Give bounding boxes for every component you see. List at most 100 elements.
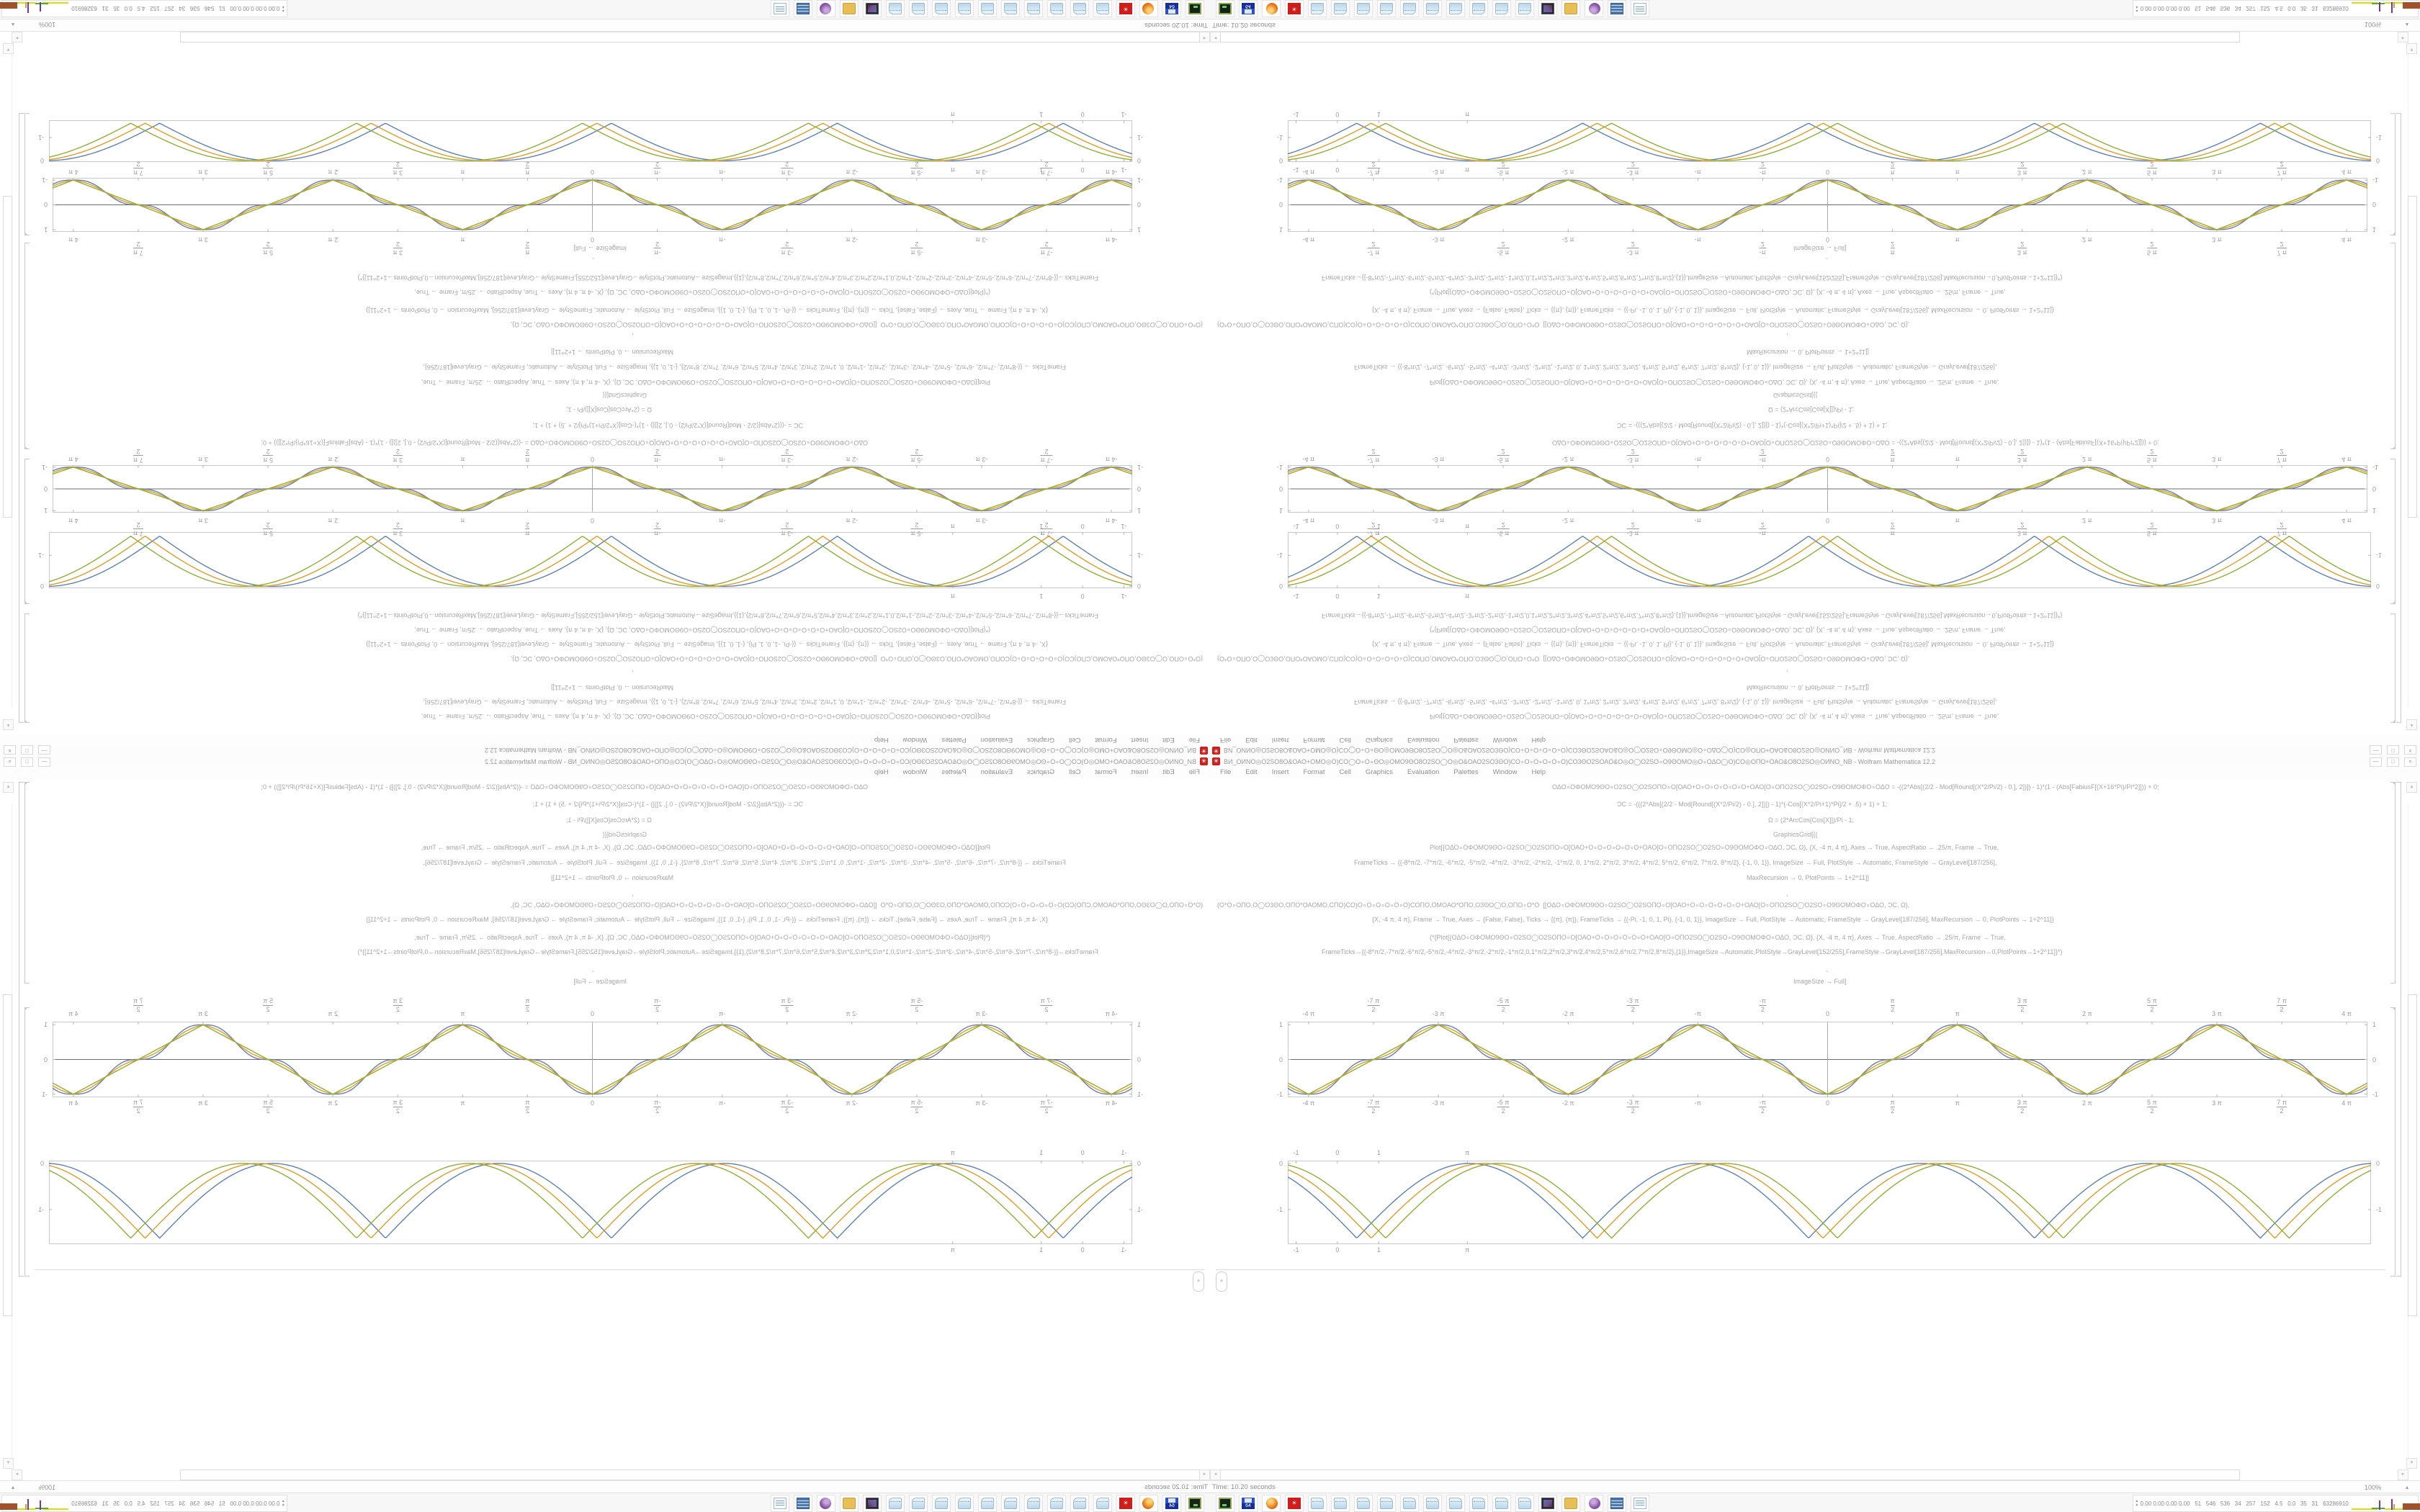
tray-up-arrows-icon[interactable]: ▲ ▲ [281,1499,285,1507]
menu-item-window[interactable]: Window [1492,768,1518,776]
cell-bracket[interactable] [2396,782,2401,1277]
notebook-window-icon[interactable] [1423,0,1442,17]
notebook-window-icon[interactable] [1047,1495,1066,1512]
notebook-window-icon[interactable] [1400,1495,1419,1512]
menu-item-palettes[interactable]: Palettes [941,768,967,776]
notebook-window-icon[interactable] [1492,0,1511,17]
mathematica-icon[interactable]: ☀ [1116,1495,1135,1512]
archive-icon[interactable] [794,0,812,17]
notebook-window-icon[interactable] [1024,1495,1043,1512]
gimp-icon[interactable] [1585,0,1603,17]
notebook-window-icon[interactable] [1001,0,1020,17]
cell-bracket[interactable] [24,113,30,235]
scroll-up-button[interactable]: ▴ [3,782,14,793]
menu-item-evaluation[interactable]: Evaluation [1407,736,1440,744]
scroll-right-button[interactable]: ▸ [12,32,22,42]
notebook-window-icon[interactable] [955,1495,974,1512]
horizontal-scrollbar-track[interactable] [1220,32,2240,42]
cell-bracket[interactable] [2390,243,2396,449]
notebook-window-icon[interactable] [1446,0,1465,17]
notebook-window-icon[interactable] [932,0,951,17]
cell-bracket[interactable] [19,782,24,1277]
horizontal-scrollbar-track[interactable] [1220,1470,2240,1480]
monitor-icon[interactable] [863,1495,882,1512]
folder-icon[interactable] [840,1495,859,1512]
menu-item-edit[interactable]: Edit [1162,736,1175,744]
mathematica-icon[interactable]: ☀ [1285,1495,1304,1512]
vertical-scrollbar-thumb[interactable] [3,994,12,1316]
menu-item-help[interactable]: Help [1531,736,1546,744]
vertical-scrollbar-thumb[interactable] [3,196,12,518]
mathematica-icon[interactable]: ☀ [1116,0,1135,17]
menu-item-graphics[interactable]: Graphics [1365,768,1393,776]
notebook-window-icon[interactable] [1093,0,1112,17]
scroll-up-button[interactable]: ▴ [2406,782,2417,793]
notebook-window-icon[interactable] [955,0,974,17]
notebook-window-icon[interactable] [978,0,997,17]
scroll-down-button[interactable]: ▾ [3,1458,14,1469]
minimize-button[interactable]: — [38,745,50,755]
notebook-window-icon[interactable] [1331,1495,1350,1512]
menu-item-format[interactable]: Format [1095,736,1117,744]
menu-item-evaluation[interactable]: Evaluation [980,768,1013,776]
cell-bracket[interactable] [24,613,30,723]
notebook-area[interactable]: ΟΔΟ∘ΟΦΟΜΟ9ΘΟ∘Ο2SΟ◯Ο2SΟΠΟ∘Ο[ΟΑΟ+Ο∘Ο∘Ο∘Ο∘Ο… [0,778,1210,1478]
menu-item-help[interactable]: Help [1531,768,1546,776]
scroll-right-button[interactable]: ▸ [2398,32,2408,42]
monitor-icon[interactable] [1538,0,1557,17]
menu-item-window[interactable]: Window [902,768,928,776]
scroll-up-button[interactable]: ▴ [3,719,14,730]
cell-bracket[interactable] [2390,459,2396,604]
menu-item-insert[interactable]: Insert [1271,768,1289,776]
menu-item-cell[interactable]: Cell [1069,768,1081,776]
folder-icon[interactable] [1561,0,1580,17]
zoom-level[interactable]: 100% [2364,21,2381,28]
scroll-down-button[interactable]: ▾ [2406,43,2417,54]
notebook-window-icon[interactable] [1423,1495,1442,1512]
notebook-area[interactable]: ΟΔΟ∘ΟΦΟΜΟ9ΘΟ∘Ο2SΟ◯Ο2SΟΠΟ∘Ο[ΟΑΟ+Ο∘Ο∘Ο∘Ο∘Ο… [1210,778,2420,1478]
horizontal-scrollbar-track[interactable] [180,32,1200,42]
tray-up-arrows-icon[interactable]: ▲ ▲ [2135,1499,2139,1507]
notebook-window-icon[interactable] [1515,0,1534,17]
archive-icon[interactable] [1608,1495,1626,1512]
maximize-button[interactable]: □ [21,745,33,755]
notebook-window-icon[interactable] [1377,1495,1396,1512]
notebook-window-icon[interactable] [1354,0,1373,17]
scroll-down-button[interactable]: ▾ [3,43,14,54]
floppy-64-icon[interactable]: 64 [1162,1495,1181,1512]
menu-item-file[interactable]: File [1188,768,1200,776]
close-button[interactable]: × [2404,757,2416,767]
minimize-button[interactable]: — [2370,757,2382,767]
menu-item-window[interactable]: Window [902,736,928,744]
cell-bracket[interactable] [2390,1007,2396,1277]
scroll-left-button[interactable]: ◂ [1210,1470,1221,1480]
menu-item-palettes[interactable]: Palettes [941,736,967,744]
menu-item-file[interactable]: File [1220,768,1232,776]
menu-item-help[interactable]: Help [874,736,889,744]
gimp-icon[interactable] [1585,1495,1603,1512]
menu-item-insert[interactable]: Insert [1131,768,1149,776]
menu-item-format[interactable]: Format [1095,768,1117,776]
folder-icon[interactable] [1561,1495,1580,1512]
tray-up-arrows-icon[interactable]: ▲ ▲ [281,5,285,13]
menu-item-palettes[interactable]: Palettes [1453,736,1479,744]
notebook-window-icon[interactable] [1377,0,1396,17]
window-titlebar[interactable]: ☀ ВИ_ОИNΟ◎Ο2SΟ8Ο&ΟΑΟ+ΟΜΟ◎Ο)CΟ◯Ο∘Ο∘ΘΟ◎ΟΜΟ… [1210,756,2420,767]
document-icon[interactable] [1631,1495,1649,1512]
gimp-icon[interactable] [817,1495,835,1512]
zoom-caret-icon[interactable]: ▴ [2405,1484,2408,1490]
notebook-window-icon[interactable] [1001,1495,1020,1512]
menu-item-graphics[interactable]: Graphics [1365,736,1393,744]
notebook-window-icon[interactable] [1070,1495,1089,1512]
scroll-right-button[interactable]: ▸ [2398,1470,2408,1480]
notebook-window-icon[interactable] [1469,1495,1488,1512]
c64-emulator-icon[interactable] [1216,0,1234,17]
menu-item-evaluation[interactable]: Evaluation [1407,768,1440,776]
notebook-area[interactable]: ΟΔΟ∘ΟΦΟΜΟ9ΘΟ∘Ο2SΟ◯Ο2SΟΠΟ∘Ο[ΟΑΟ+Ο∘Ο∘Ο∘Ο∘Ο… [1210,34,2420,734]
menu-item-format[interactable]: Format [1303,768,1325,776]
menu-item-edit[interactable]: Edit [1162,768,1175,776]
notebook-window-icon[interactable] [1308,1495,1327,1512]
maximize-button[interactable]: □ [2387,745,2399,755]
notebook-window-icon[interactable] [1047,0,1066,17]
notebook-window-icon[interactable] [886,0,905,17]
